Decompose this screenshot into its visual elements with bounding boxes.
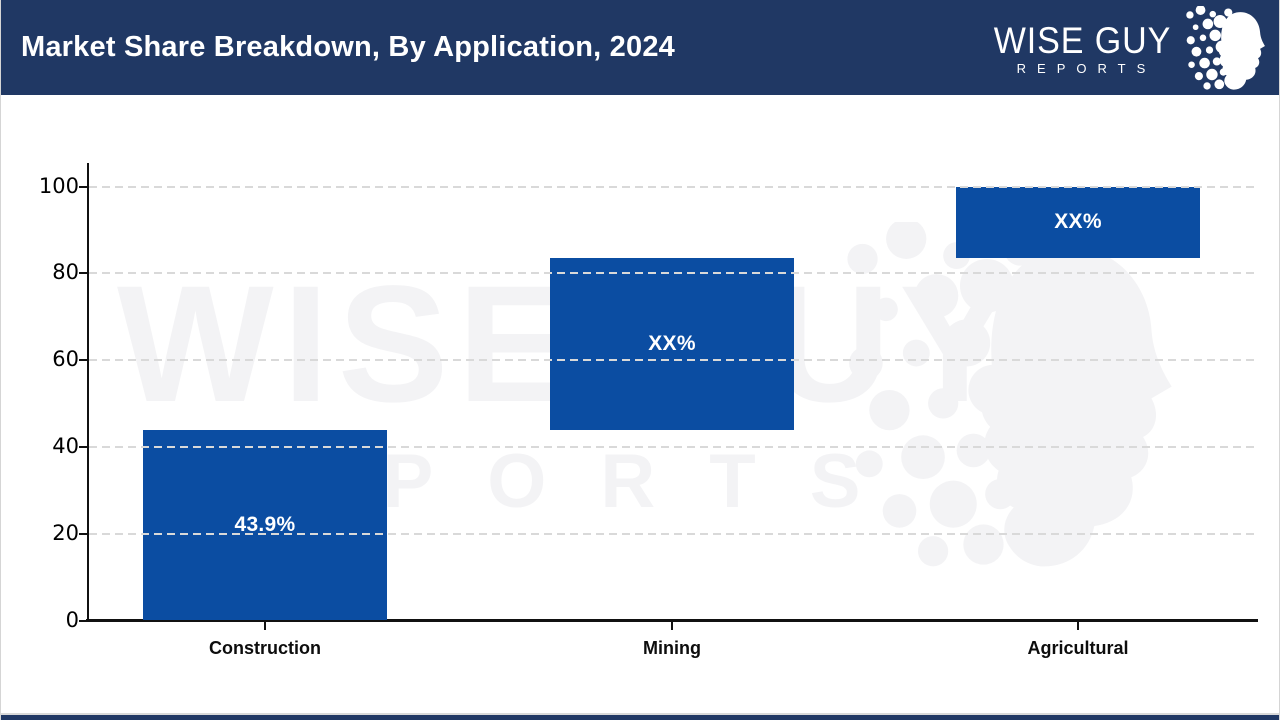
y-tick-mark bbox=[79, 445, 87, 448]
category-label-construction: Construction bbox=[209, 638, 321, 658]
y-tick-label: 0 bbox=[65, 607, 79, 632]
bar-value-label: 43.9% bbox=[234, 513, 296, 537]
category-label-agricultural: Agricultural bbox=[1027, 638, 1129, 658]
x-axis-line bbox=[86, 619, 1258, 622]
logo-subtitle: REPORTS bbox=[1016, 60, 1157, 76]
bar-value-label: XX% bbox=[648, 331, 696, 355]
y-tick-label: 40 bbox=[52, 433, 79, 458]
x-tick-mark bbox=[671, 621, 673, 630]
footer-divider bbox=[1, 713, 1279, 715]
watermark-face-icon bbox=[847, 222, 1172, 567]
y-tick-mark bbox=[79, 619, 87, 622]
y-tick-label: 100 bbox=[38, 173, 79, 198]
gridline-20 bbox=[89, 532, 1257, 535]
y-tick-mark bbox=[79, 185, 87, 188]
y-axis-line bbox=[87, 163, 89, 622]
y-tick-label: 20 bbox=[52, 520, 79, 545]
bar-construction: 43.9% bbox=[143, 429, 387, 621]
y-tick-label: 80 bbox=[52, 260, 79, 285]
wise-guy-reports-logo: WISE GUY REPORTS bbox=[986, 4, 1267, 92]
gridline-80 bbox=[89, 272, 1257, 275]
y-tick-mark bbox=[79, 359, 87, 362]
gridline-40 bbox=[89, 445, 1257, 448]
header-bar: Market Share Breakdown, By Application, … bbox=[1, 0, 1279, 95]
x-tick-mark bbox=[1077, 621, 1079, 630]
y-tick-mark bbox=[79, 532, 87, 535]
y-tick-label: 60 bbox=[52, 347, 79, 372]
page-title: Market Share Breakdown, By Application, … bbox=[21, 31, 675, 63]
footer-bar bbox=[1, 715, 1279, 720]
bar-agricultural: XX% bbox=[956, 186, 1200, 258]
gridline-60 bbox=[89, 359, 1257, 362]
y-tick-mark bbox=[79, 272, 87, 275]
logo-text: WISE GUY REPORTS bbox=[986, 22, 1179, 75]
bar-mining: XX% bbox=[550, 257, 794, 430]
bar-value-label: XX% bbox=[1054, 210, 1102, 234]
logo-wordmark: WISE GUY bbox=[993, 19, 1172, 61]
category-label-mining: Mining bbox=[643, 638, 701, 658]
gridline-100 bbox=[89, 185, 1257, 188]
x-tick-mark bbox=[264, 621, 266, 630]
logo-face-icon bbox=[1186, 6, 1265, 90]
